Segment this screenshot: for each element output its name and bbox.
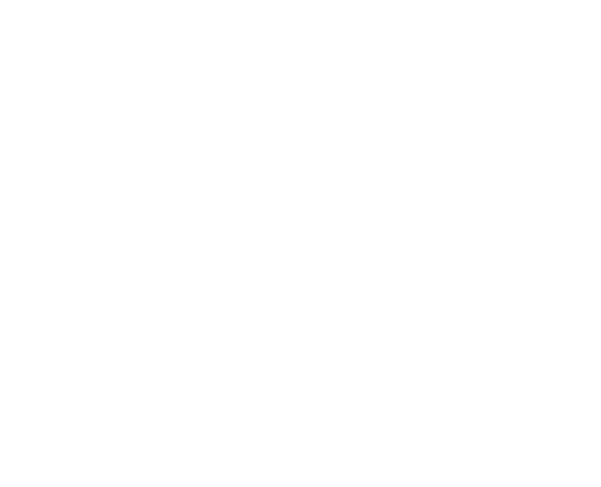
Text: cartopy required: cartopy required (243, 237, 358, 250)
